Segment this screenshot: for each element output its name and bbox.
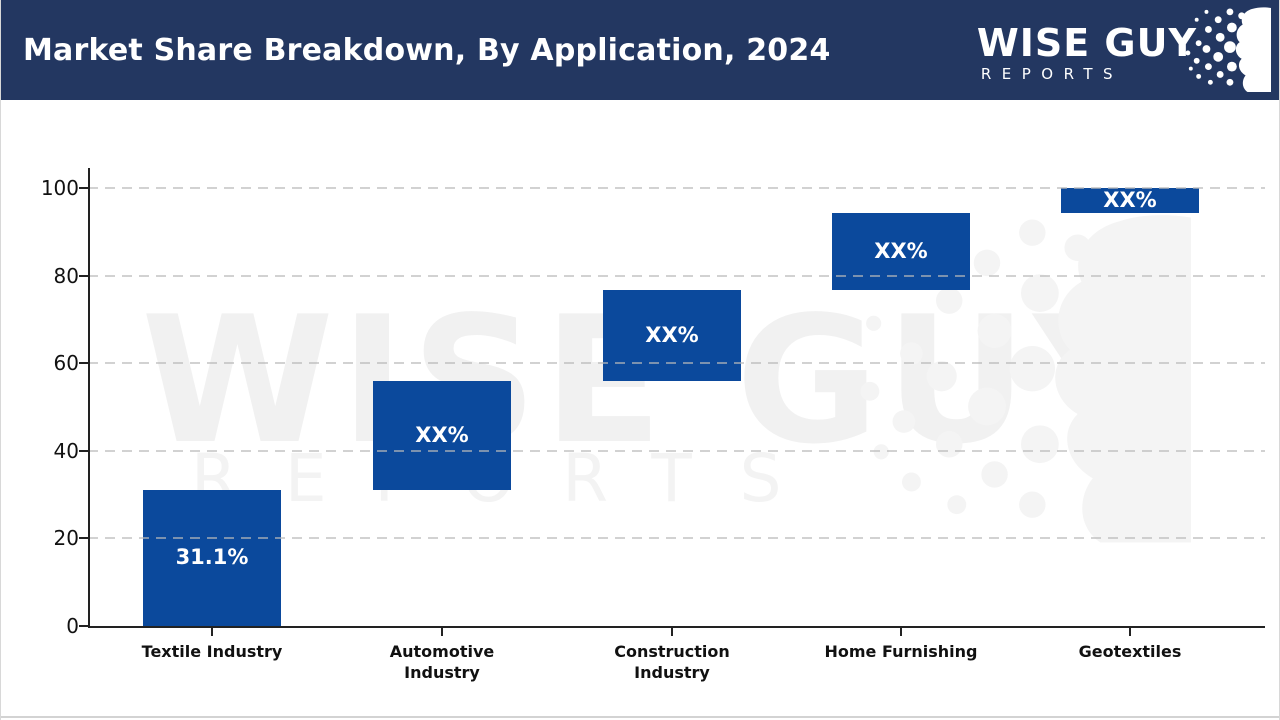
x-axis-label-automotive-industry: Automotive Industry <box>327 641 557 683</box>
bar-geotextiles: XX% <box>1061 188 1199 214</box>
x-axis-label-line: Automotive <box>389 642 495 661</box>
y-axis-tick <box>79 449 88 452</box>
page-title: Market Share Breakdown, By Application, … <box>23 32 831 68</box>
x-axis-tick <box>900 628 902 636</box>
x-axis-tick <box>441 628 443 636</box>
y-axis-tick <box>79 187 88 189</box>
y-axis-tick <box>79 362 88 365</box>
x-axis-label-line: Geotextiles <box>1078 642 1182 661</box>
bar-home-furnishing: XX% <box>832 213 970 291</box>
y-axis-tick <box>79 274 88 277</box>
y-axis-line <box>88 168 90 628</box>
gridline <box>88 274 1265 277</box>
x-axis-label-line: Industry <box>404 663 480 682</box>
x-axis-label-construction-industry: Construction Industry <box>557 641 787 683</box>
header: Market Share Breakdown, By Application, … <box>1 0 1279 100</box>
gridline <box>88 449 1265 452</box>
x-axis-label-line: Industry <box>634 663 710 682</box>
bar-textile-industry: 31.1% <box>143 489 281 626</box>
x-axis-label-line: Textile Industry <box>141 642 283 661</box>
logo-wordmark-line2: REPORTS <box>980 64 1124 83</box>
logo-wordmark-line1: WISE GUY <box>976 20 1197 65</box>
x-axis-tick <box>1129 628 1131 636</box>
y-axis-tick-label: 100 <box>40 176 79 200</box>
y-axis-tick <box>79 537 88 540</box>
bar-automotive-industry: XX% <box>373 380 511 490</box>
y-axis-tick-label: 60 <box>53 351 79 376</box>
logo-face-icon <box>1185 7 1271 93</box>
y-axis-tick-label: 20 <box>53 526 79 551</box>
x-axis-line <box>88 626 1265 628</box>
x-axis-tick <box>211 628 213 636</box>
wiseguy-logo: WISE GUY REPORTS <box>977 6 1271 94</box>
bottom-border <box>1 716 1279 718</box>
gridline <box>88 187 1265 189</box>
bar-value-label: XX% <box>645 323 699 348</box>
bar-value-label: XX% <box>874 239 928 264</box>
x-axis-label-textile-industry: Textile Industry <box>97 641 327 662</box>
x-axis-label-home-furnishing: Home Furnishing <box>786 641 1016 662</box>
x-axis-tick <box>671 628 673 636</box>
gridline <box>88 362 1265 365</box>
y-axis-tick-label: 40 <box>53 438 79 463</box>
logo-wordmark: WISE GUY REPORTS <box>977 24 1197 83</box>
bar-value-label: XX% <box>415 422 469 447</box>
x-axis-label-line: Home Furnishing <box>824 642 978 661</box>
x-axis-label-line: Construction <box>614 642 730 661</box>
y-axis-tick-label: 80 <box>53 263 79 288</box>
y-axis-tick <box>79 625 88 627</box>
gridline <box>88 537 1265 540</box>
bar-construction-industry: XX% <box>603 290 741 381</box>
x-axis-label-geotextiles: Geotextiles <box>1015 641 1245 662</box>
bar-value-label: 31.1% <box>175 545 249 570</box>
bar-value-label: XX% <box>1103 188 1157 213</box>
y-axis-tick-label: 0 <box>66 614 79 638</box>
